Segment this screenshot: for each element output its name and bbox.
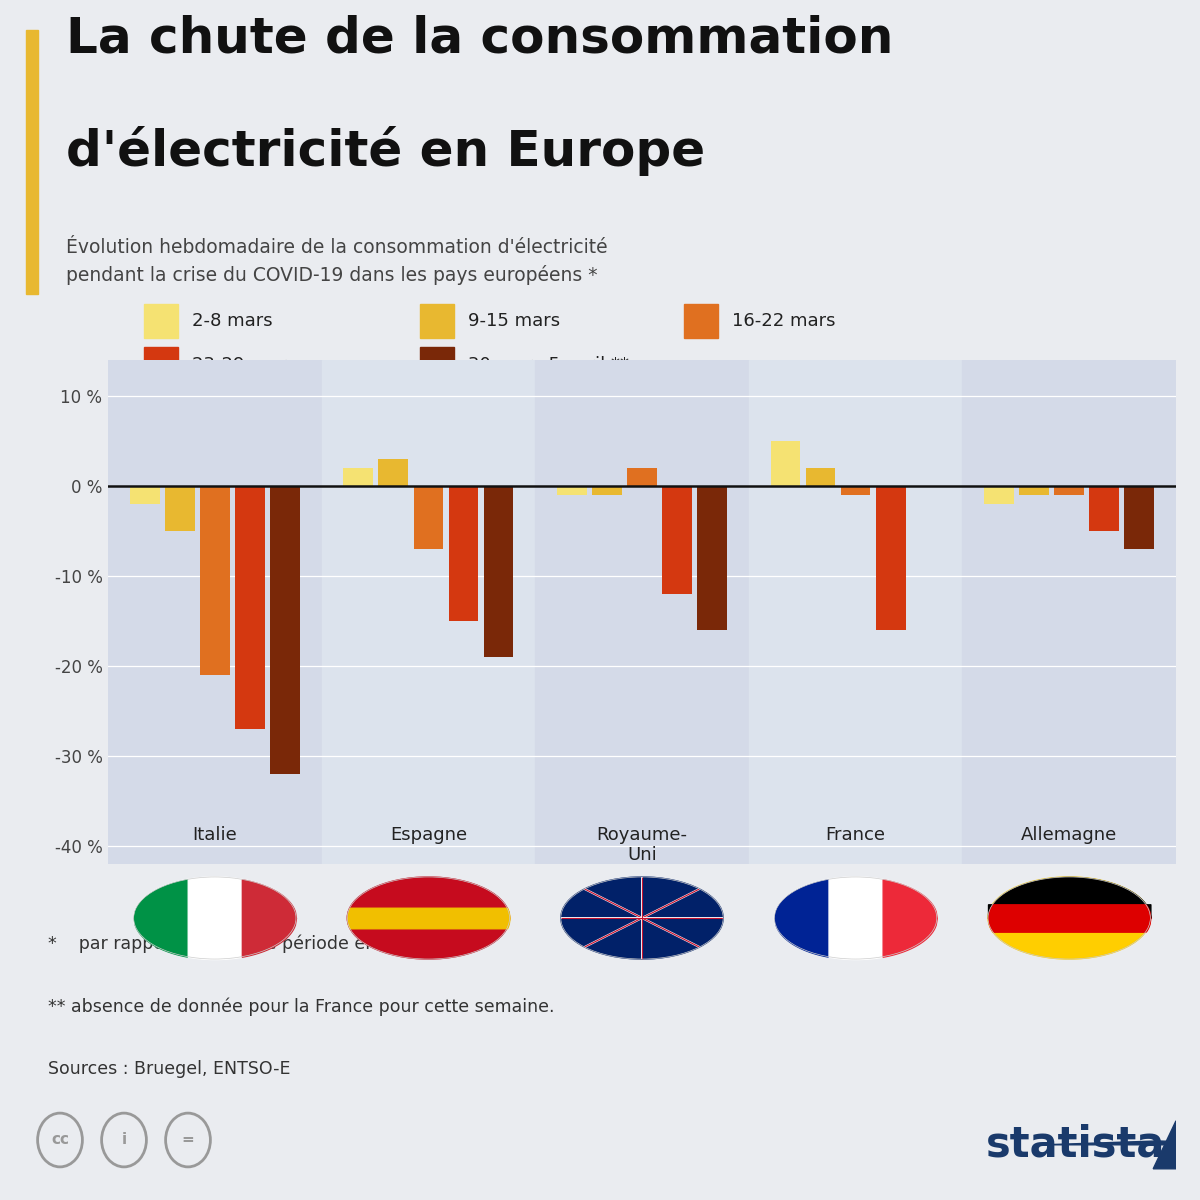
Bar	[962, 360, 1176, 864]
Text: cc: cc	[50, 1133, 70, 1147]
Bar	[108, 360, 322, 864]
Bar	[535, 360, 749, 864]
Bar	[378, 458, 408, 486]
Bar	[770, 440, 800, 486]
Bar	[662, 486, 692, 594]
Text: statista: statista	[986, 1123, 1165, 1166]
Bar	[1055, 486, 1084, 494]
Circle shape	[133, 877, 296, 959]
Text: 23-29 mars: 23-29 mars	[192, 355, 295, 373]
Bar	[484, 486, 514, 658]
Bar	[1019, 486, 1049, 494]
Bar	[592, 486, 622, 494]
Text: 2-8 mars: 2-8 mars	[192, 312, 272, 330]
FancyArrow shape	[1044, 1141, 1200, 1145]
Bar	[420, 348, 454, 382]
Circle shape	[560, 877, 724, 959]
Bar	[1090, 486, 1120, 530]
Text: 16-22 mars: 16-22 mars	[732, 312, 835, 330]
Bar	[414, 486, 443, 550]
Text: ** absence de donnée pour la France pour cette semaine.: ** absence de donnée pour la France pour…	[48, 997, 554, 1015]
Text: =: =	[181, 1133, 194, 1147]
Bar	[876, 486, 906, 630]
Text: Allemagne: Allemagne	[1021, 826, 1117, 844]
Bar	[322, 360, 535, 864]
Bar	[841, 486, 870, 494]
Bar	[130, 486, 160, 504]
Text: i: i	[121, 1133, 126, 1147]
Bar	[144, 348, 178, 382]
Text: 9-15 mars: 9-15 mars	[468, 312, 560, 330]
Text: Italie: Italie	[192, 826, 238, 844]
Circle shape	[347, 877, 510, 959]
Bar	[420, 304, 454, 338]
Bar	[684, 304, 718, 338]
Text: La chute de la consommation: La chute de la consommation	[66, 14, 893, 62]
Circle shape	[988, 877, 1151, 959]
Bar	[1124, 486, 1154, 550]
Text: Sources : Bruegel, ENTSO-E: Sources : Bruegel, ENTSO-E	[48, 1060, 290, 1078]
Text: Évolution hebdomadaire de la consommation d'électricité
pendant la crise du COVI: Évolution hebdomadaire de la consommatio…	[66, 238, 607, 284]
Text: d'électricité en Europe: d'électricité en Europe	[66, 126, 706, 176]
Bar	[270, 486, 300, 774]
Text: Royaume-
Uni: Royaume- Uni	[596, 826, 688, 864]
Text: France: France	[826, 826, 886, 844]
Text: 30 mars-5 avril **: 30 mars-5 avril **	[468, 355, 629, 373]
Bar	[805, 468, 835, 486]
Bar	[164, 486, 194, 530]
Bar	[235, 486, 265, 728]
Bar	[144, 304, 178, 338]
Bar	[628, 468, 656, 486]
Text: *    par rapport à la même période en 2019.: * par rapport à la même période en 2019.	[48, 935, 431, 953]
Bar	[984, 486, 1014, 504]
Bar	[449, 486, 479, 622]
Bar	[343, 468, 373, 486]
Bar	[200, 486, 229, 674]
Bar	[749, 360, 962, 864]
Text: Espagne: Espagne	[390, 826, 467, 844]
Bar	[557, 486, 587, 494]
Circle shape	[774, 877, 937, 959]
Bar	[697, 486, 727, 630]
Polygon shape	[1153, 1121, 1176, 1169]
